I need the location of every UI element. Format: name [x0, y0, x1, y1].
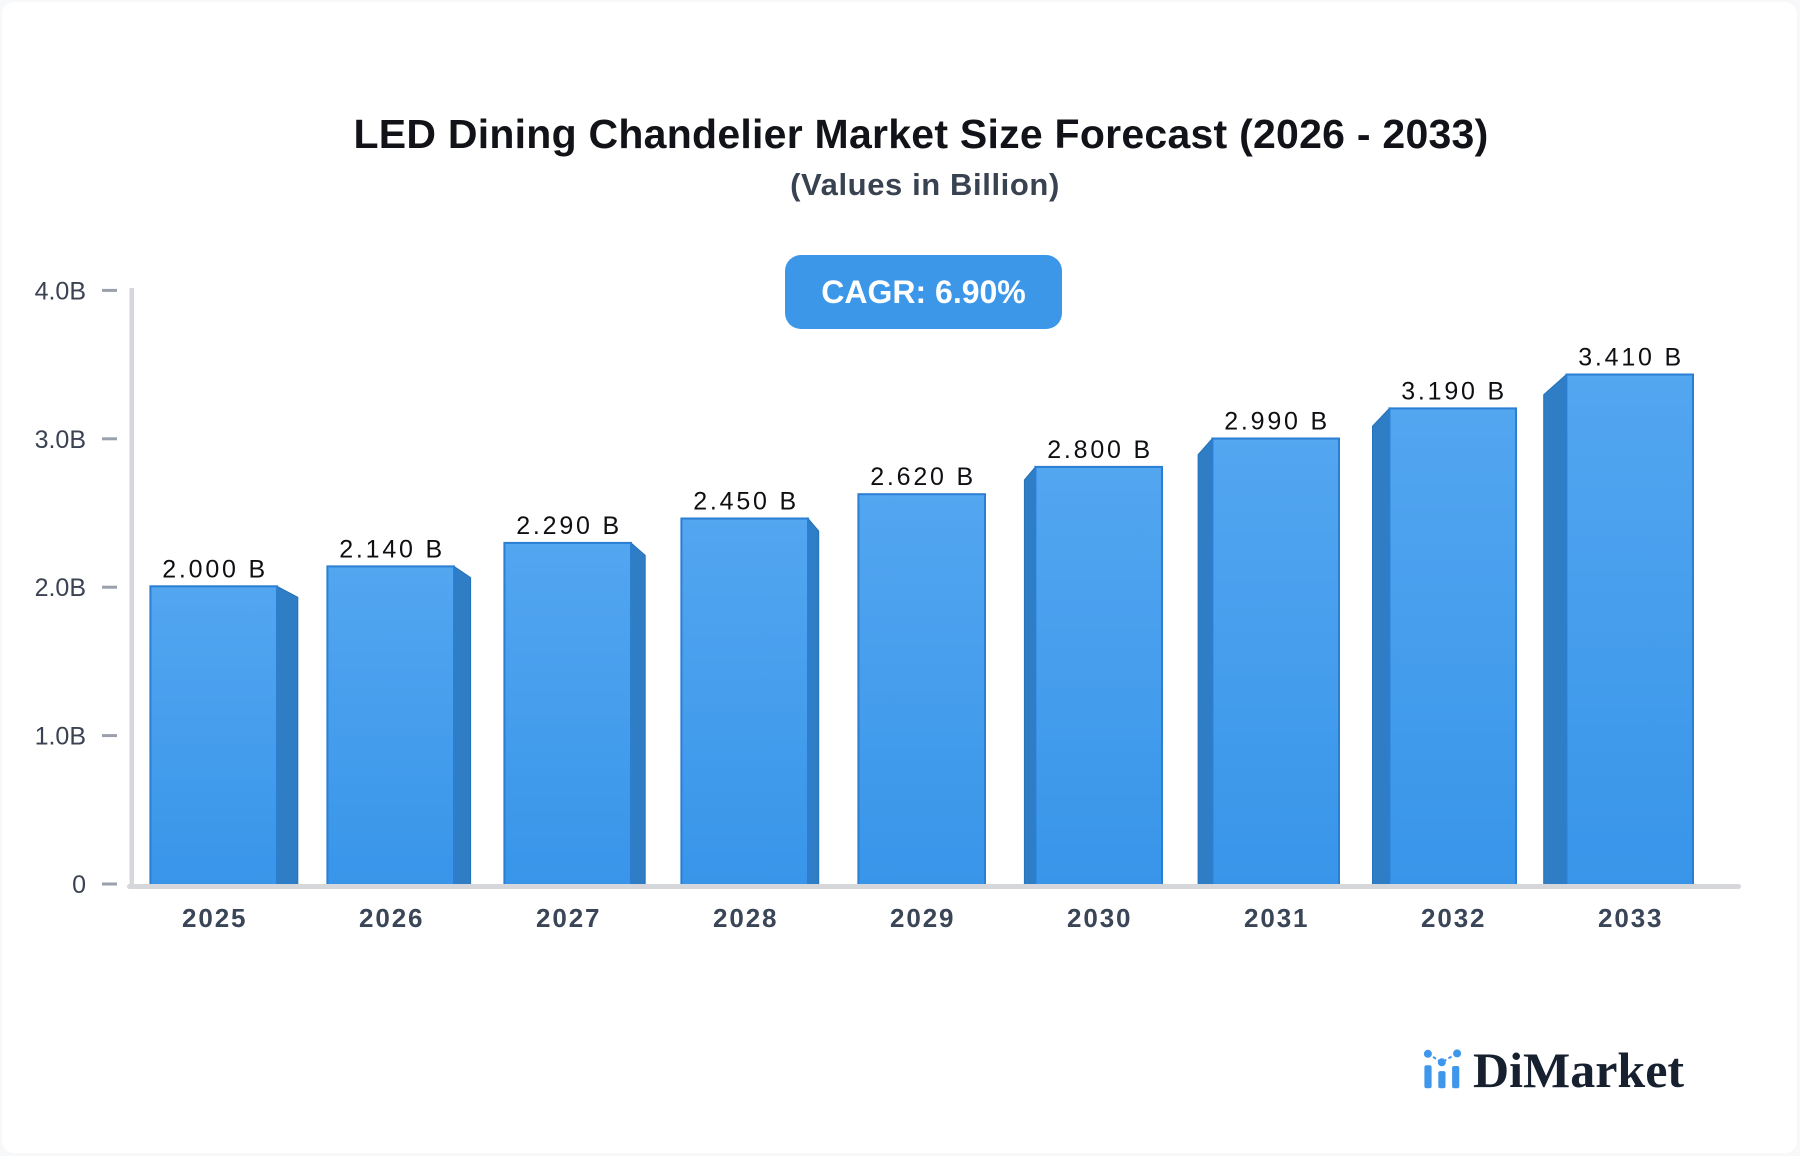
svg-text:DiMarket: DiMarket [1473, 1042, 1684, 1098]
svg-text:3.410 B: 3.410 B [1578, 344, 1684, 372]
svg-text:2028: 2028 [713, 903, 778, 933]
svg-text:(Values in Billion): (Values in Billion) [790, 167, 1060, 202]
svg-text:2029: 2029 [890, 903, 955, 933]
svg-text:3.190 B: 3.190 B [1401, 377, 1507, 405]
svg-text:2.140 B: 2.140 B [339, 535, 445, 563]
svg-text:0: 0 [72, 871, 86, 899]
svg-text:2026: 2026 [359, 903, 424, 933]
svg-text:2030: 2030 [1067, 903, 1132, 933]
svg-text:2.620 B: 2.620 B [870, 463, 976, 491]
svg-text:2027: 2027 [536, 903, 601, 933]
svg-text:2033: 2033 [1598, 903, 1663, 933]
svg-text:2031: 2031 [1244, 903, 1309, 933]
svg-text:2032: 2032 [1421, 903, 1486, 933]
svg-text:2.290 B: 2.290 B [516, 512, 622, 540]
svg-text:2.000 B: 2.000 B [162, 555, 268, 583]
svg-text:CAGR: 6.90%: CAGR: 6.90% [821, 274, 1026, 310]
svg-text:LED Dining Chandelier Market S: LED Dining Chandelier Market Size Foreca… [353, 111, 1488, 157]
svg-text:2.990 B: 2.990 B [1224, 408, 1330, 436]
svg-text:4.0B: 4.0B [35, 277, 86, 305]
svg-text:3.0B: 3.0B [35, 426, 86, 454]
svg-text:1.0B: 1.0B [35, 723, 86, 751]
svg-text:2.450 B: 2.450 B [693, 488, 799, 516]
svg-text:2.0B: 2.0B [35, 574, 86, 602]
svg-text:2025: 2025 [182, 903, 247, 933]
svg-text:2.800 B: 2.800 B [1047, 436, 1153, 464]
